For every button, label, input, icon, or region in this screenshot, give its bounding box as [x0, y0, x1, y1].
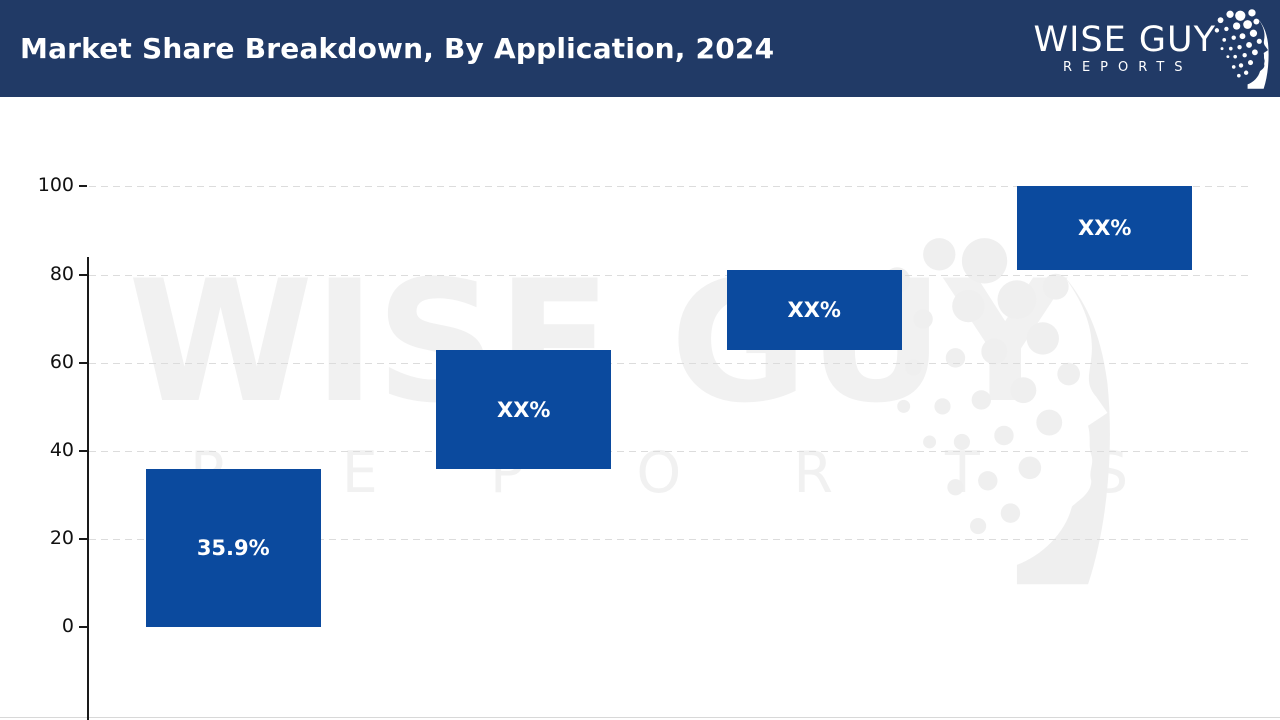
- bar-value-label: XX%: [1078, 216, 1132, 241]
- bottom-divider: [0, 717, 1280, 718]
- bar-pharmaceuticals: XX%: [726, 270, 902, 351]
- page-title: Market Share Breakdown, By Application, …: [20, 32, 775, 65]
- y-axis-tick: [79, 449, 87, 452]
- gridline: [89, 538, 1250, 540]
- bar-personal-care: XX%: [1017, 186, 1193, 271]
- gridline: [89, 450, 1250, 452]
- waterfall-chart: 020406080100CosmeticsFoodPharmaceuticals…: [0, 97, 1280, 720]
- bar-value-label: XX%: [497, 397, 551, 422]
- bar-value-label: 35.9%: [196, 535, 270, 560]
- y-axis-tick: [79, 361, 87, 364]
- y-axis-tick-label: 20: [49, 526, 74, 549]
- gridline: [89, 362, 1250, 364]
- logo-text: WISE GUY REPORTS: [1033, 20, 1216, 75]
- y-axis-tick: [79, 537, 87, 540]
- wiseguy-face-icon: [1214, 8, 1269, 89]
- wise-guy-reports-logo: WISE GUY REPORTS: [1033, 0, 1280, 97]
- y-axis-tick-label: 60: [49, 350, 74, 373]
- y-axis-tick: [79, 626, 87, 628]
- logo-subtitle: REPORTS: [1062, 60, 1193, 75]
- bar-value-label: XX%: [787, 298, 841, 323]
- gridline: [89, 274, 1250, 276]
- watermark-text-line2: R E P O R T S: [190, 440, 1176, 506]
- y-axis-tick-label: 100: [37, 174, 74, 197]
- y-axis-tick-label: 0: [61, 615, 74, 637]
- gridline: [89, 186, 1250, 188]
- y-axis-tick: [79, 185, 87, 188]
- header-bar: Market Share Breakdown, By Application, …: [0, 0, 1280, 97]
- y-axis-tick-label: 40: [49, 438, 74, 461]
- y-axis-tick: [79, 273, 87, 276]
- y-axis-line: [87, 257, 89, 720]
- logo-wordmark: WISE GUY: [1033, 20, 1216, 60]
- bar-food: XX%: [436, 350, 612, 469]
- y-axis-tick-label: 80: [49, 262, 74, 285]
- bar-cosmetics: 35.9%: [145, 468, 321, 627]
